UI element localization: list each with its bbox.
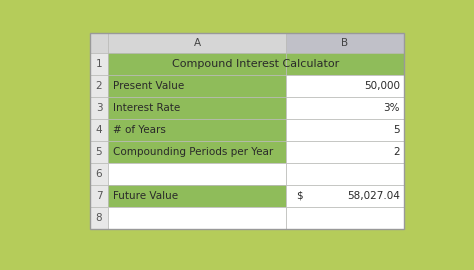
Bar bbox=[108, 163, 286, 185]
Text: $: $ bbox=[296, 191, 302, 201]
Bar bbox=[286, 207, 404, 229]
Bar bbox=[108, 97, 286, 119]
Text: # of Years: # of Years bbox=[113, 125, 166, 135]
Bar bbox=[286, 97, 404, 119]
Text: Present Value: Present Value bbox=[113, 81, 184, 91]
Text: 5: 5 bbox=[96, 147, 102, 157]
Text: B: B bbox=[341, 38, 348, 48]
Bar bbox=[286, 141, 404, 163]
Bar bbox=[90, 141, 108, 163]
Bar bbox=[108, 75, 286, 97]
Text: A: A bbox=[193, 38, 201, 48]
Bar bbox=[90, 163, 108, 185]
Text: 50,000: 50,000 bbox=[364, 81, 400, 91]
Bar bbox=[90, 119, 108, 141]
Bar bbox=[90, 33, 108, 53]
Bar bbox=[286, 33, 404, 53]
Text: 4: 4 bbox=[96, 125, 102, 135]
Text: 5: 5 bbox=[393, 125, 400, 135]
Bar bbox=[90, 75, 108, 97]
Bar bbox=[286, 163, 404, 185]
Text: Compounding Periods per Year: Compounding Periods per Year bbox=[113, 147, 273, 157]
Text: 6: 6 bbox=[96, 169, 102, 179]
Text: 2: 2 bbox=[393, 147, 400, 157]
Bar bbox=[90, 97, 108, 119]
Bar bbox=[286, 53, 404, 75]
Bar bbox=[108, 119, 286, 141]
Text: 1: 1 bbox=[96, 59, 102, 69]
Text: 8: 8 bbox=[96, 213, 102, 223]
Text: 58,027.04: 58,027.04 bbox=[347, 191, 400, 201]
Bar bbox=[108, 53, 286, 75]
Bar bbox=[108, 207, 286, 229]
Bar bbox=[286, 119, 404, 141]
Bar bbox=[286, 75, 404, 97]
Text: 2: 2 bbox=[96, 81, 102, 91]
Bar bbox=[286, 185, 404, 207]
Bar bbox=[108, 141, 286, 163]
Bar bbox=[90, 185, 108, 207]
Bar bbox=[108, 33, 286, 53]
Bar bbox=[90, 33, 404, 229]
Text: Future Value: Future Value bbox=[113, 191, 178, 201]
Bar bbox=[108, 185, 286, 207]
Text: Compound Interest Calculator: Compound Interest Calculator bbox=[173, 59, 340, 69]
Bar bbox=[90, 207, 108, 229]
Bar bbox=[90, 53, 108, 75]
Text: 7: 7 bbox=[96, 191, 102, 201]
Text: Interest Rate: Interest Rate bbox=[113, 103, 180, 113]
Text: 3: 3 bbox=[96, 103, 102, 113]
Text: 3%: 3% bbox=[383, 103, 400, 113]
